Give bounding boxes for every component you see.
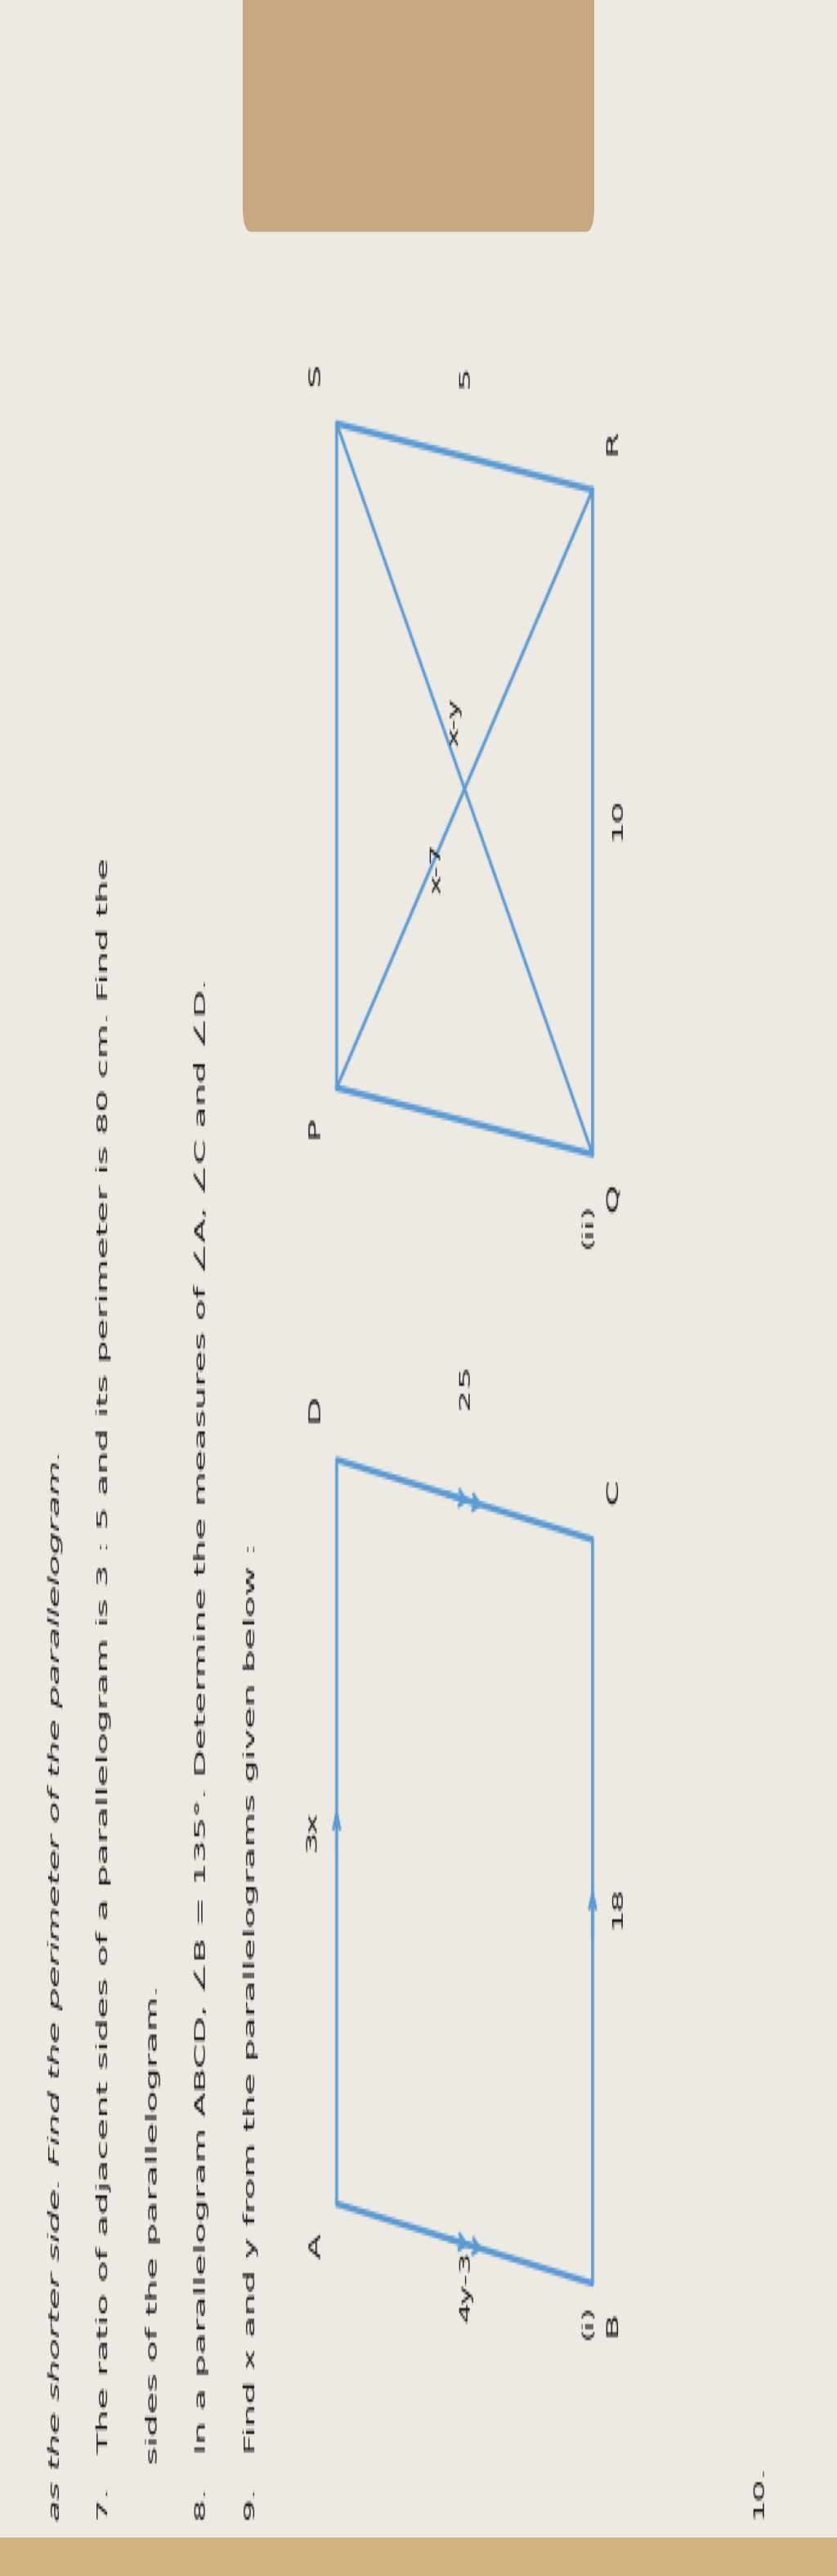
FancyBboxPatch shape <box>243 0 594 232</box>
Bar <box>0 2537 837 2576</box>
